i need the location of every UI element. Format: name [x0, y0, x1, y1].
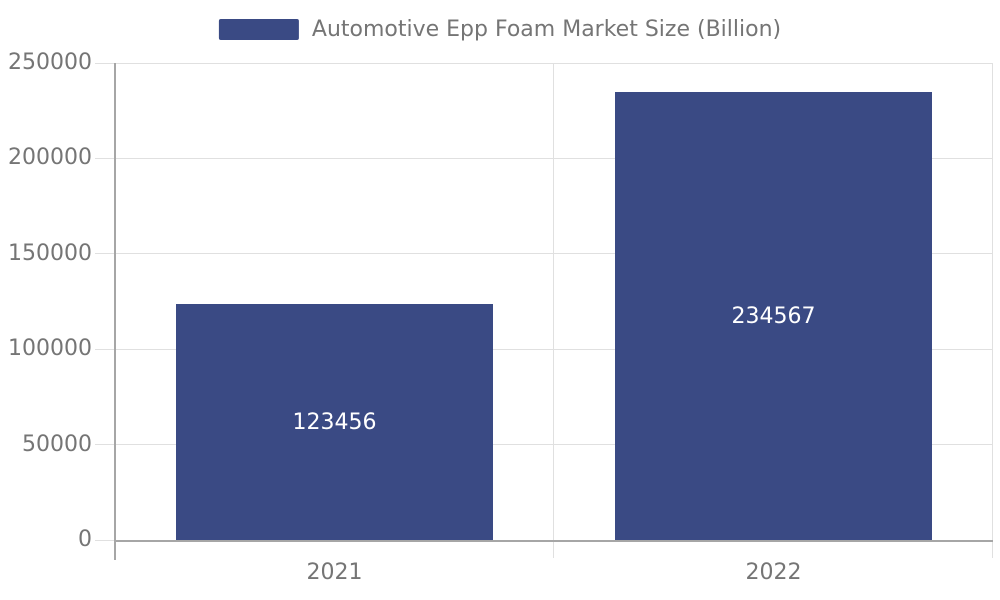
- legend-item[interactable]: Automotive Epp Foam Market Size (Billion…: [218, 17, 782, 42]
- y-tick-label: 0: [78, 527, 92, 552]
- y-tick-label: 200000: [8, 145, 92, 171]
- y-axis-tick: [95, 348, 115, 350]
- y-tick-label: 250000: [8, 50, 92, 75]
- y-axis-tick: [95, 444, 115, 446]
- bar-value-label: 123456: [292, 409, 377, 435]
- v-gridline: [992, 63, 993, 558]
- y-gridline: [115, 62, 993, 64]
- y-tick-label: 150000: [8, 240, 92, 266]
- y-axis-tick: [95, 62, 115, 64]
- y-tick-label: 100000: [8, 336, 92, 362]
- bar[interactable]: 234567: [615, 92, 932, 540]
- bar-value-label: 234567: [731, 303, 816, 329]
- y-axis-tick: [95, 157, 115, 159]
- legend-swatch[interactable]: [218, 19, 299, 40]
- bar[interactable]: 123456: [176, 304, 493, 540]
- y-gridline: [115, 444, 993, 446]
- y-gridline: [115, 348, 993, 350]
- y-gridline: [115, 157, 993, 159]
- legend-label[interactable]: Automotive Epp Foam Market Size (Billion…: [311, 17, 782, 42]
- y-tick-label: 50000: [22, 431, 92, 457]
- y-axis-line: [114, 63, 116, 560]
- y-axis-tick: [95, 253, 115, 255]
- v-gridline: [553, 63, 554, 558]
- x-tick-label: 2022: [745, 560, 802, 585]
- x-axis-line: [114, 540, 993, 542]
- y-axis-tick: [95, 539, 115, 541]
- x-tick-label: 2021: [306, 560, 363, 585]
- y-gridline: [115, 253, 993, 255]
